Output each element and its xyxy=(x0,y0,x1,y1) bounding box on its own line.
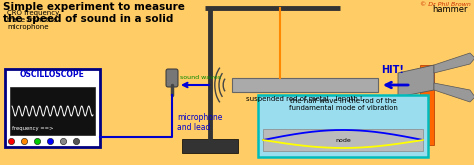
Text: frequency ==>: frequency ==> xyxy=(12,126,54,131)
Polygon shape xyxy=(398,65,434,97)
Text: Simple experiment to measure
the speed of sound in a solid: Simple experiment to measure the speed o… xyxy=(3,2,185,24)
Text: sound waves: sound waves xyxy=(180,75,221,80)
Polygon shape xyxy=(434,53,474,73)
Text: HIT!: HIT! xyxy=(382,65,404,75)
FancyBboxPatch shape xyxy=(263,129,423,151)
FancyBboxPatch shape xyxy=(232,78,378,92)
Text: node: node xyxy=(335,137,351,143)
FancyBboxPatch shape xyxy=(182,139,238,153)
Text: hammer: hammer xyxy=(432,5,468,14)
FancyBboxPatch shape xyxy=(5,69,100,147)
FancyBboxPatch shape xyxy=(420,65,434,145)
Text: the half wave in the rod of the
fundamental mode of vibration: the half wave in the rod of the fundamen… xyxy=(289,98,397,112)
FancyBboxPatch shape xyxy=(10,87,95,135)
Polygon shape xyxy=(434,83,474,102)
Text: suspended rod of metal   length L: suspended rod of metal length L xyxy=(246,96,364,102)
Text: OSCILLOSCOPE: OSCILLOSCOPE xyxy=(20,70,85,79)
Text: microphone
and lead: microphone and lead xyxy=(177,113,222,132)
FancyBboxPatch shape xyxy=(166,69,178,87)
Text: CRO frequency
trace from the
microphone: CRO frequency trace from the microphone xyxy=(7,10,59,30)
Text: © Dr Phil Brown: © Dr Phil Brown xyxy=(420,2,471,7)
FancyBboxPatch shape xyxy=(258,95,428,157)
